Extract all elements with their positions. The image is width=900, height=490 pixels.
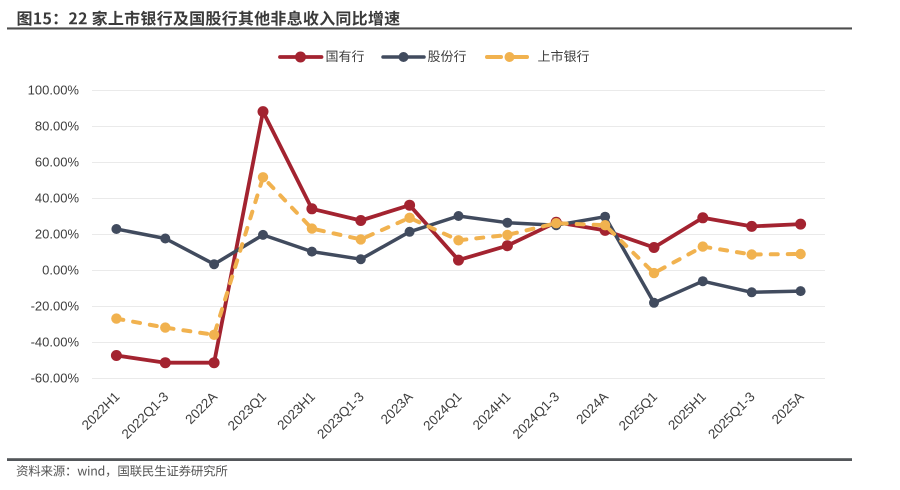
svg-text:80.00%: 80.00%: [35, 119, 80, 134]
svg-text:2024A: 2024A: [573, 389, 611, 427]
svg-text:2023A: 2023A: [378, 389, 416, 427]
svg-text:2024Q1-3: 2024Q1-3: [510, 389, 563, 442]
svg-text:2022Q1-3: 2022Q1-3: [119, 389, 172, 442]
svg-text:-60.00%: -60.00%: [31, 371, 80, 386]
svg-text:0.00%: 0.00%: [42, 263, 79, 278]
svg-text:-20.00%: -20.00%: [31, 299, 80, 314]
svg-text:2024Q1: 2024Q1: [420, 389, 464, 433]
svg-text:2023Q1: 2023Q1: [225, 389, 269, 433]
svg-text:2025A: 2025A: [769, 389, 807, 427]
svg-text:20.00%: 20.00%: [35, 227, 80, 242]
svg-text:100.00%: 100.00%: [28, 83, 80, 98]
svg-text:2023Q1-3: 2023Q1-3: [314, 389, 367, 442]
svg-text:2022H1: 2022H1: [79, 389, 123, 433]
svg-text:2025H1: 2025H1: [665, 389, 709, 433]
svg-text:2025Q1: 2025Q1: [616, 389, 660, 433]
svg-text:2024H1: 2024H1: [470, 389, 514, 433]
svg-text:2023H1: 2023H1: [274, 389, 318, 433]
svg-text:40.00%: 40.00%: [35, 191, 80, 206]
svg-text:2022A: 2022A: [182, 389, 220, 427]
svg-text:-40.00%: -40.00%: [31, 335, 80, 350]
svg-text:60.00%: 60.00%: [35, 155, 80, 170]
svg-text:2025Q1-3: 2025Q1-3: [705, 389, 758, 442]
